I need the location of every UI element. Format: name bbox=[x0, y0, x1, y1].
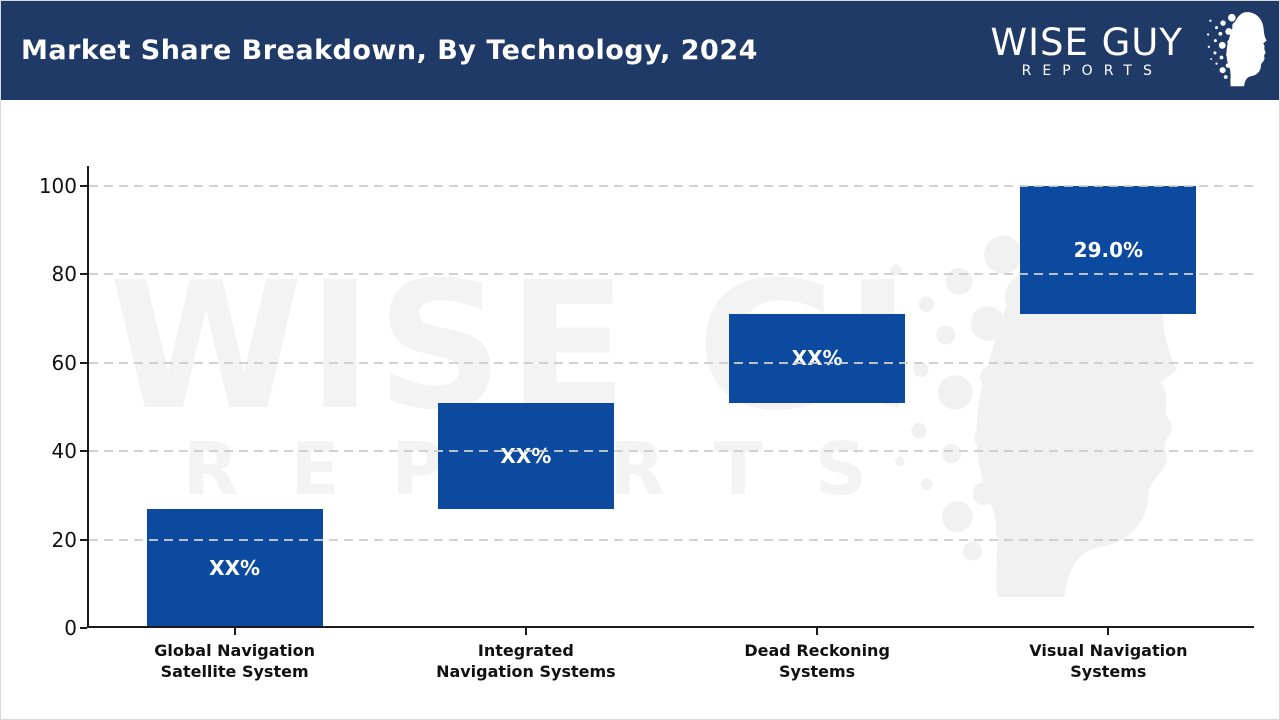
bar-segment: 29.0% bbox=[1020, 186, 1197, 315]
y-tick-0 bbox=[80, 627, 87, 629]
logo-wordmark: WISE GUY bbox=[990, 20, 1183, 64]
category-label: Integrated Navigation Systems bbox=[436, 641, 616, 681]
bar-segment: XX% bbox=[437, 402, 614, 509]
gridline-20 bbox=[89, 538, 1254, 541]
y-tick-80 bbox=[80, 273, 87, 276]
x-tick bbox=[816, 628, 819, 635]
category-label: Visual Navigation Systems bbox=[1029, 641, 1188, 681]
x-axis-line bbox=[87, 626, 1254, 628]
logo-tagline: REPORTS bbox=[1021, 62, 1163, 79]
gridline-60 bbox=[89, 361, 1254, 364]
y-tick-60 bbox=[80, 361, 87, 364]
bar-value-label: 29.0% bbox=[1073, 238, 1144, 263]
category-label: Dead Reckoning Systems bbox=[744, 641, 890, 681]
dotted-face-icon bbox=[1206, 11, 1267, 86]
y-tick-label-40: 40 bbox=[51, 439, 77, 464]
y-tick-20 bbox=[80, 538, 87, 541]
bar-value-label: XX% bbox=[500, 443, 552, 468]
x-tick bbox=[524, 628, 527, 635]
y-tick-100 bbox=[80, 185, 87, 187]
x-tick bbox=[1107, 628, 1110, 635]
header-bar: Market Share Breakdown, By Technology, 2… bbox=[1, 1, 1279, 100]
wise-guy-reports-logo: WISE GUY REPORTS bbox=[991, 7, 1271, 95]
y-tick-label-100: 100 bbox=[38, 174, 77, 198]
page-title: Market Share Breakdown, By Technology, 2… bbox=[21, 35, 758, 66]
gridline-80 bbox=[89, 273, 1254, 276]
y-tick-label-60: 60 bbox=[51, 350, 77, 375]
logo-text: WISE GUY REPORTS bbox=[991, 24, 1183, 78]
bar-value-label: XX% bbox=[791, 346, 843, 371]
y-tick-label-80: 80 bbox=[51, 262, 77, 287]
y-tick-label-0: 0 bbox=[64, 616, 77, 640]
category-label: Global Navigation Satellite System bbox=[154, 641, 316, 681]
bar-value-label: XX% bbox=[209, 556, 261, 581]
gridline-100 bbox=[89, 185, 1254, 187]
gridline-40 bbox=[89, 450, 1254, 453]
y-tick-label-20: 20 bbox=[51, 527, 77, 552]
x-tick bbox=[233, 628, 236, 635]
y-axis-line bbox=[87, 166, 89, 628]
y-tick-40 bbox=[80, 450, 87, 453]
bar-segment: XX% bbox=[146, 508, 323, 628]
bar-segment: XX% bbox=[729, 314, 906, 403]
